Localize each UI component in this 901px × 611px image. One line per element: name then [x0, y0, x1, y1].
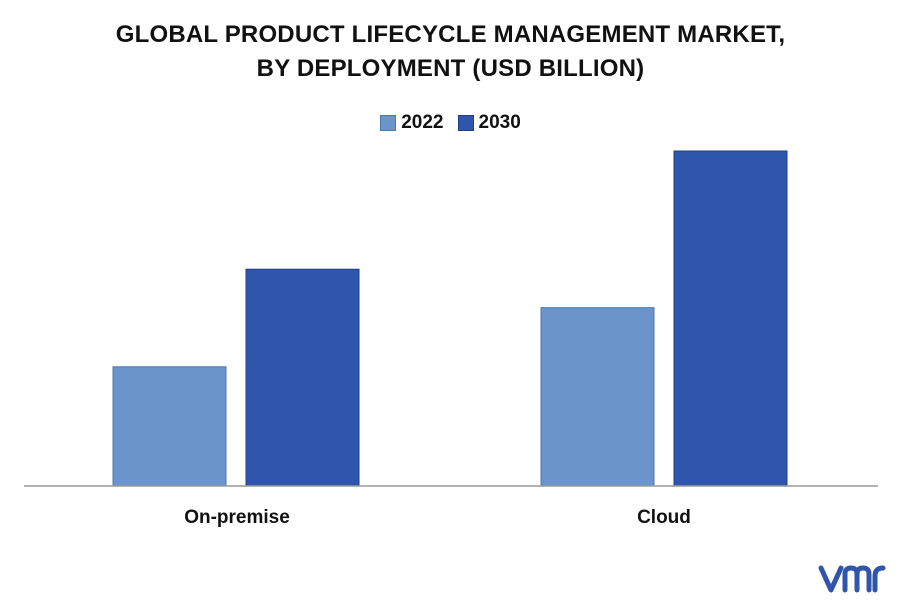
chart-title-line-1: GLOBAL PRODUCT LIFECYCLE MANAGEMENT MARK… [115, 21, 786, 48]
bar-cloud-2030 [673, 150, 788, 487]
bar-on-premise-2022 [112, 366, 227, 487]
legend-swatch-2030 [457, 115, 474, 131]
legend-label-2030: 2030 [478, 112, 521, 133]
legend-item-2022: 2022 [380, 112, 444, 134]
bars-group [112, 150, 788, 487]
legend-label-2022: 2022 [401, 112, 444, 133]
bar-on-premise-2030 [245, 268, 360, 487]
chart-title-line-2: BY DEPLOYMENT (USD BILLION) [256, 55, 645, 82]
chart-legend: 2022 2030 [0, 112, 901, 134]
legend-item-2030: 2030 [457, 112, 521, 134]
x-tick-label-cloud: Cloud [637, 507, 691, 528]
legend-swatch-2022 [380, 115, 397, 131]
x-tick-label-on-premise: On-premise [184, 507, 290, 528]
chart-title: GLOBAL PRODUCT LIFECYCLE MANAGEMENT MARK… [0, 18, 901, 86]
vmr-logo-icon [817, 560, 887, 601]
bar-cloud-2022 [540, 307, 655, 487]
